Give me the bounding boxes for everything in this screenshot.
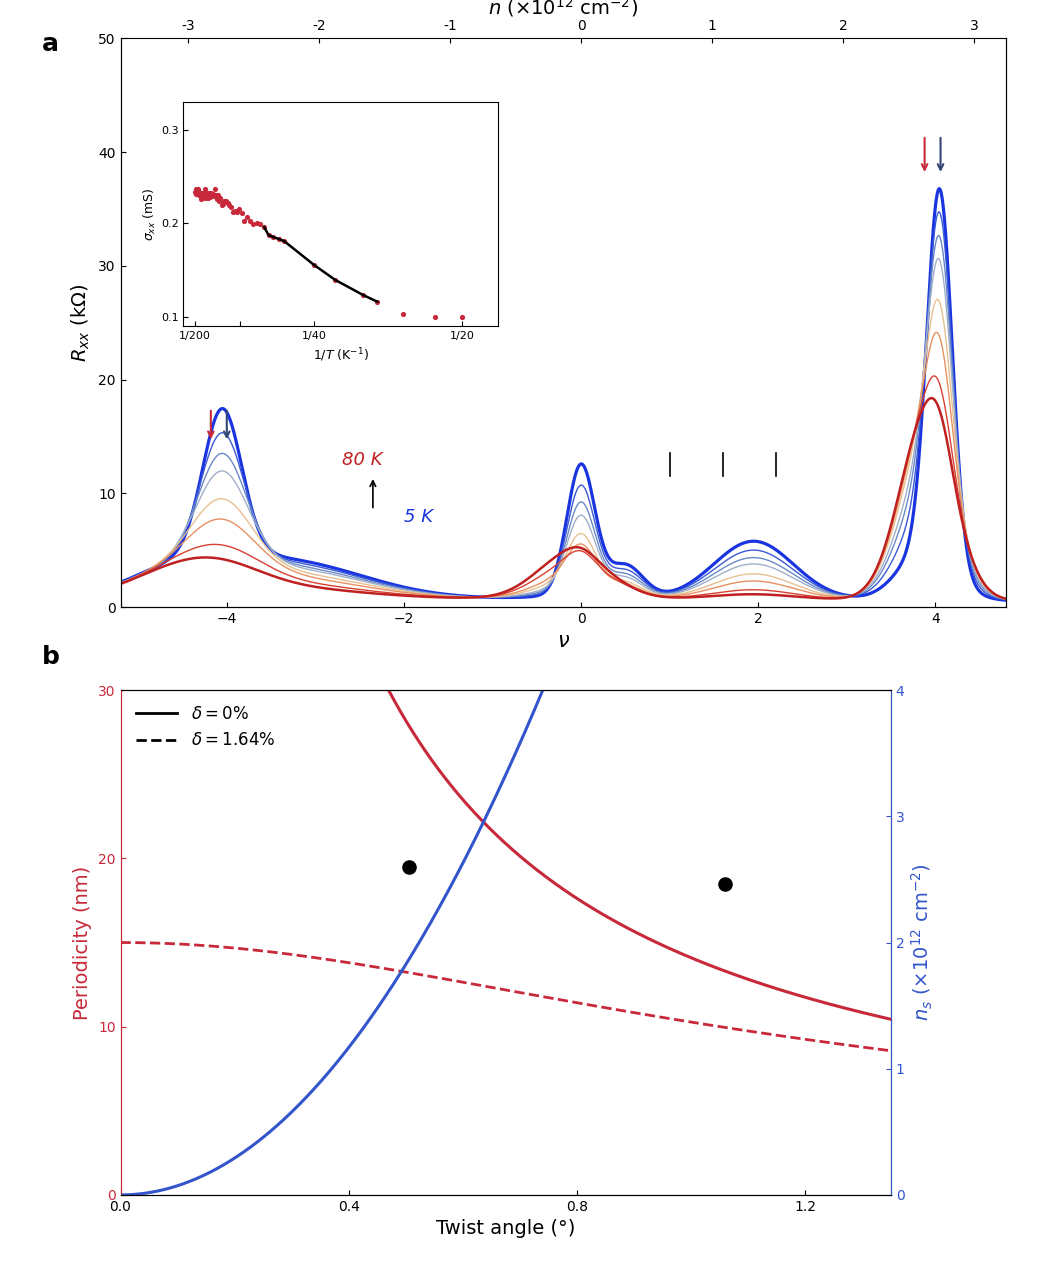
Point [187, 181, 203, 202]
Point [191, 184, 208, 204]
Point [215, 194, 232, 215]
Point [248, 212, 265, 233]
Point [211, 190, 227, 211]
Point [189, 184, 205, 204]
Legend: $\delta = 0\%$, $\delta = 1.64\%$: $\delta = 0\%$, $\delta = 1.64\%$ [129, 699, 282, 757]
Point [394, 304, 411, 325]
Point [190, 179, 206, 199]
Point [188, 179, 204, 199]
Point [355, 285, 372, 305]
Point [454, 307, 471, 327]
Text: b: b [42, 645, 60, 670]
Point [252, 213, 268, 234]
Point [228, 202, 245, 222]
Point [188, 181, 204, 202]
Point [270, 229, 287, 249]
Point [209, 189, 225, 210]
Point [239, 207, 256, 227]
Point [193, 189, 210, 210]
Point [192, 183, 209, 203]
Point [193, 188, 210, 208]
Point [213, 194, 230, 215]
Point [276, 231, 292, 252]
X-axis label: Twist angle (°): Twist angle (°) [436, 1219, 575, 1238]
Point [327, 270, 344, 290]
Point [236, 211, 253, 231]
Text: a: a [42, 32, 59, 56]
Y-axis label: $R_{xx}$ (k$\Omega$): $R_{xx}$ (k$\Omega$) [70, 284, 92, 362]
Text: 5 K: 5 K [403, 507, 433, 525]
Point [198, 184, 215, 204]
Point [234, 203, 250, 224]
Point [199, 188, 216, 208]
Point [260, 225, 277, 245]
Point [216, 190, 233, 211]
Point [196, 185, 213, 206]
Point [188, 184, 204, 204]
Point [245, 213, 262, 234]
Point [202, 183, 219, 203]
Point [201, 183, 218, 203]
Point [191, 181, 208, 202]
Point [369, 291, 386, 312]
Point [192, 184, 209, 204]
Point [194, 185, 211, 206]
Y-axis label: $n_s$ ($\times 10^{12}$ cm$^{-2}$): $n_s$ ($\times 10^{12}$ cm$^{-2}$) [910, 864, 935, 1021]
Point [190, 181, 206, 202]
Point [191, 184, 208, 204]
Point [256, 217, 272, 238]
Point [200, 185, 217, 206]
Point [198, 183, 215, 203]
Point [205, 185, 222, 206]
Point [717, 873, 734, 893]
X-axis label: $\nu$: $\nu$ [556, 631, 570, 652]
Point [219, 193, 236, 213]
Point [222, 197, 239, 217]
Point [306, 254, 323, 275]
X-axis label: $n$ ($\times 10^{12}$ cm$^{-2}$): $n$ ($\times 10^{12}$ cm$^{-2}$) [488, 0, 638, 19]
Point [210, 184, 226, 204]
Point [196, 188, 213, 208]
Point [189, 184, 205, 204]
Point [208, 185, 224, 206]
Point [226, 201, 243, 221]
Point [195, 183, 212, 203]
Point [221, 196, 238, 216]
Point [231, 199, 247, 220]
Point [427, 307, 443, 327]
Point [203, 185, 220, 206]
X-axis label: $1/T$ (K$^{-1}$): $1/T$ (K$^{-1}$) [312, 346, 369, 364]
Point [204, 184, 221, 204]
Point [265, 226, 282, 247]
Y-axis label: Periodicity (nm): Periodicity (nm) [73, 865, 92, 1020]
Point [212, 188, 228, 208]
Point [206, 179, 223, 199]
Point [195, 187, 212, 207]
Y-axis label: $\sigma_{xx}$ (mS): $\sigma_{xx}$ (mS) [141, 188, 158, 240]
Point [241, 211, 258, 231]
Point [218, 190, 235, 211]
Point [197, 179, 214, 199]
Point [224, 202, 241, 222]
Point [400, 856, 417, 877]
Text: 80 K: 80 K [342, 451, 383, 469]
Point [201, 187, 218, 207]
